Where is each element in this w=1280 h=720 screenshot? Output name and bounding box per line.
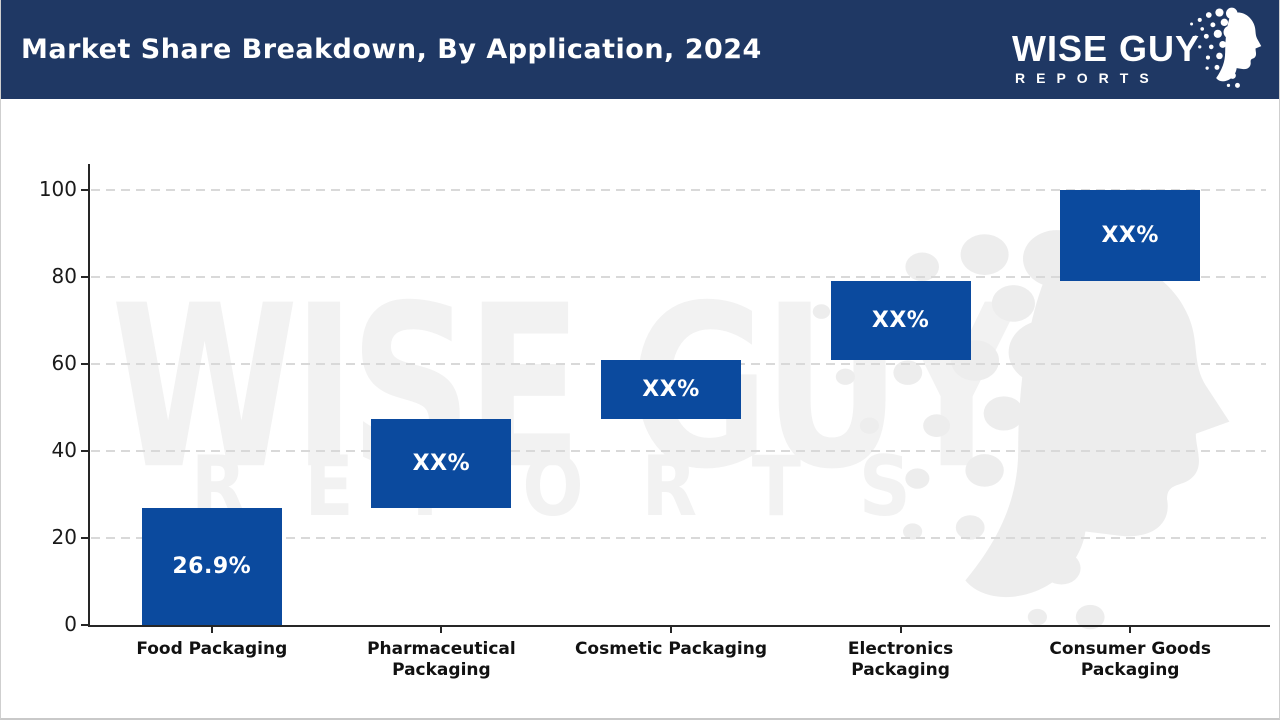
x-tick-mark	[210, 625, 213, 633]
x-axis-label: Food Packaging	[136, 639, 288, 659]
gridline-80	[91, 276, 1266, 278]
watermark-subtitle: REPORTS	[191, 438, 969, 535]
bar-cosmetic-packaging: XX%	[601, 359, 741, 420]
y-tick-mark	[81, 624, 89, 626]
bar-food-packaging: 26.9%	[141, 507, 282, 625]
watermark-dotted-head-icon	[783, 222, 1263, 670]
y-tick-mark	[81, 450, 89, 452]
x-axis-label: Cosmetic Packaging	[574, 639, 768, 659]
bar-value-label: XX%	[871, 307, 930, 333]
wise-guy-reports-logo: WISE GUY REPORTS	[1012, 6, 1267, 96]
bar-electronics-packaging: XX%	[830, 281, 971, 360]
logo-wordmark: WISE GUY	[1012, 28, 1201, 69]
logo-text: WISE GUY REPORTS	[1012, 28, 1201, 87]
gridline-40	[91, 450, 1266, 452]
x-axis-label: Consumer Goods Packaging	[1049, 639, 1211, 680]
gridline-20	[91, 537, 1266, 539]
bar-value-label: XX%	[1101, 223, 1159, 249]
dotted-head-logo-icon	[1185, 6, 1267, 96]
bar-pharmaceutical-packaging: XX%	[371, 419, 512, 508]
x-tick-mark	[1129, 625, 1132, 633]
y-tick-mark	[81, 363, 89, 365]
header-band: Market Share Breakdown, By Application, …	[1, 0, 1279, 99]
y-tick-label: 60	[51, 351, 77, 375]
y-tick-label: 0	[64, 612, 77, 636]
x-axis-line	[88, 625, 1270, 627]
x-axis-label: Electronics Packaging	[847, 639, 954, 680]
x-axis-label: Pharmaceutical Packaging	[367, 639, 516, 680]
chart-title: Market Share Breakdown, By Application, …	[21, 34, 762, 65]
y-tick-label: 80	[51, 264, 77, 288]
x-tick-mark	[899, 625, 902, 633]
y-tick-label: 100	[38, 177, 77, 201]
y-tick-mark	[81, 189, 89, 191]
bar-value-label: XX%	[412, 451, 471, 477]
y-tick-label: 20	[51, 525, 77, 549]
x-tick-mark	[440, 625, 443, 633]
y-axis-line	[88, 164, 90, 627]
y-tick-mark	[81, 276, 89, 278]
x-tick-mark	[670, 625, 672, 633]
y-tick-mark	[81, 537, 89, 539]
gridline-100	[91, 189, 1266, 191]
logo-subtitle: REPORTS	[1015, 70, 1160, 86]
bar-value-label: 26.9%	[172, 553, 252, 579]
bar-consumer-goods-packaging: XX%	[1060, 190, 1201, 282]
y-tick-label: 40	[51, 438, 77, 462]
bar-value-label: XX%	[642, 376, 700, 402]
